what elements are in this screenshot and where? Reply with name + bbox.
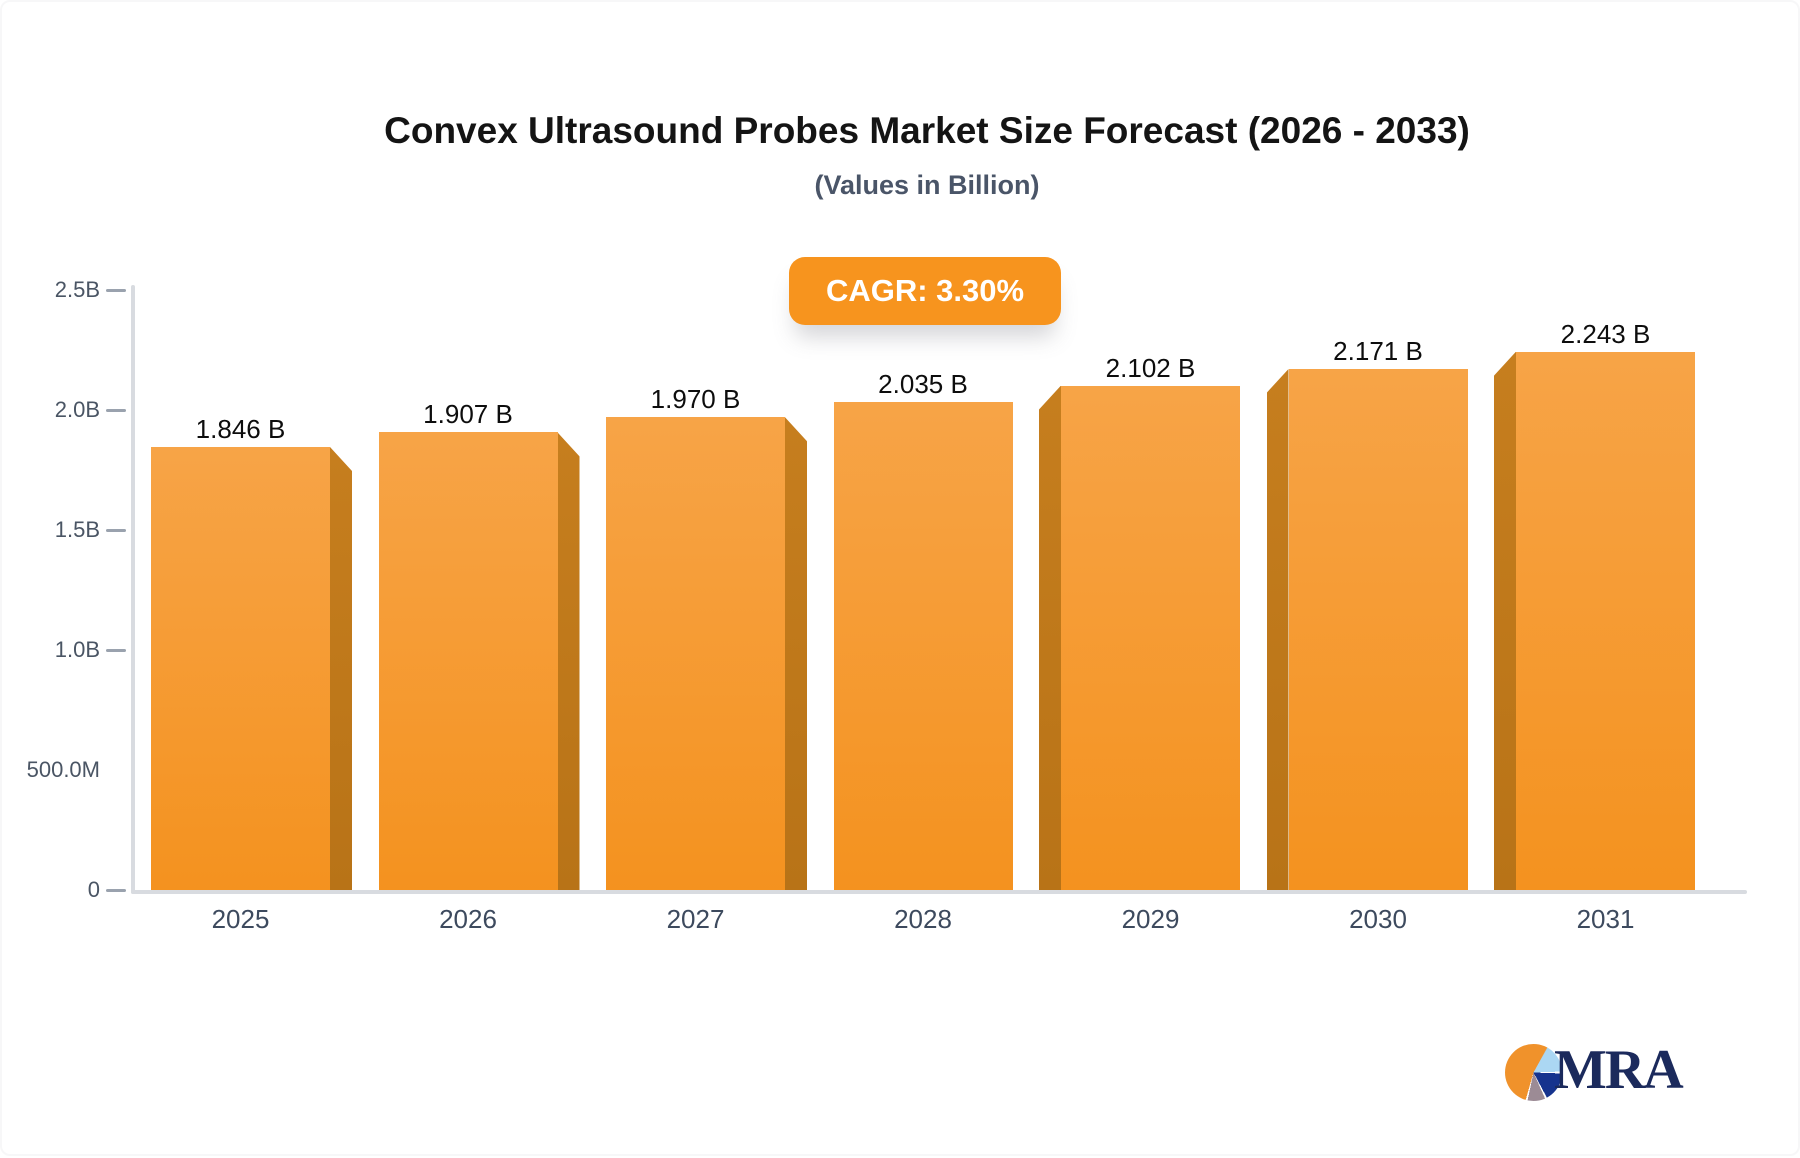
bar-value-label: 1.907 B bbox=[423, 399, 513, 430]
bar bbox=[1288, 368, 1468, 890]
bar-value-label: 2.243 B bbox=[1560, 318, 1651, 349]
bar bbox=[1516, 351, 1695, 890]
x-axis-label: 2028 bbox=[894, 904, 952, 934]
bar-side-face bbox=[557, 432, 580, 890]
bar-value-label: 2.102 B bbox=[1105, 352, 1196, 383]
x-axis-baseline bbox=[131, 890, 1747, 894]
pie-chart-logo-icon bbox=[1505, 1044, 1562, 1101]
mra-logo-text: MRA bbox=[1554, 1038, 1684, 1101]
bar bbox=[606, 417, 785, 890]
y-tick-label: 500.0M bbox=[26, 757, 100, 782]
x-axis-label: 2025 bbox=[211, 904, 270, 934]
x-axis-label: 2029 bbox=[1121, 904, 1180, 934]
chart-subtitle: (Values in Billion) bbox=[814, 170, 1040, 200]
x-axis-label: 2031 bbox=[1576, 904, 1635, 934]
bar bbox=[151, 446, 330, 890]
mra-logo: MRA bbox=[1505, 1038, 1684, 1101]
y-tick-label: 2.5B bbox=[54, 277, 100, 302]
chart-title: Convex Ultrasound Probes Market Size For… bbox=[384, 110, 1470, 151]
bar-side-face bbox=[785, 417, 807, 890]
y-tick-label: 1.0B bbox=[54, 637, 100, 662]
bar-side-face bbox=[1266, 368, 1289, 890]
y-tick-dash bbox=[106, 529, 126, 532]
x-axis-label: 2027 bbox=[666, 904, 725, 934]
bar-side-face bbox=[1039, 385, 1061, 890]
y-tick-dash bbox=[106, 649, 126, 652]
y-tick-dash bbox=[106, 289, 126, 292]
y-tick-dash bbox=[106, 889, 126, 892]
bar bbox=[378, 432, 558, 890]
bar-side-face bbox=[1494, 351, 1516, 890]
bar-side-face bbox=[330, 446, 352, 890]
y-tick-dash bbox=[106, 409, 126, 412]
bar-value-label: 1.970 B bbox=[650, 384, 741, 415]
bar-value-label: 1.846 B bbox=[195, 413, 286, 444]
y-tick-label: 1.5B bbox=[54, 517, 100, 542]
y-tick-label: 2.0B bbox=[54, 397, 100, 422]
bar-value-label: 2.035 B bbox=[878, 368, 968, 399]
bar bbox=[833, 401, 1013, 890]
y-tick-label: 0 bbox=[87, 877, 100, 902]
x-axis-label: 2030 bbox=[1349, 904, 1407, 934]
bar-value-label: 2.171 B bbox=[1333, 335, 1423, 366]
cagr-badge: CAGR: 3.30% bbox=[789, 257, 1061, 325]
y-axis-line bbox=[131, 285, 135, 894]
x-axis-label: 2026 bbox=[439, 904, 497, 934]
bar bbox=[1061, 385, 1240, 890]
